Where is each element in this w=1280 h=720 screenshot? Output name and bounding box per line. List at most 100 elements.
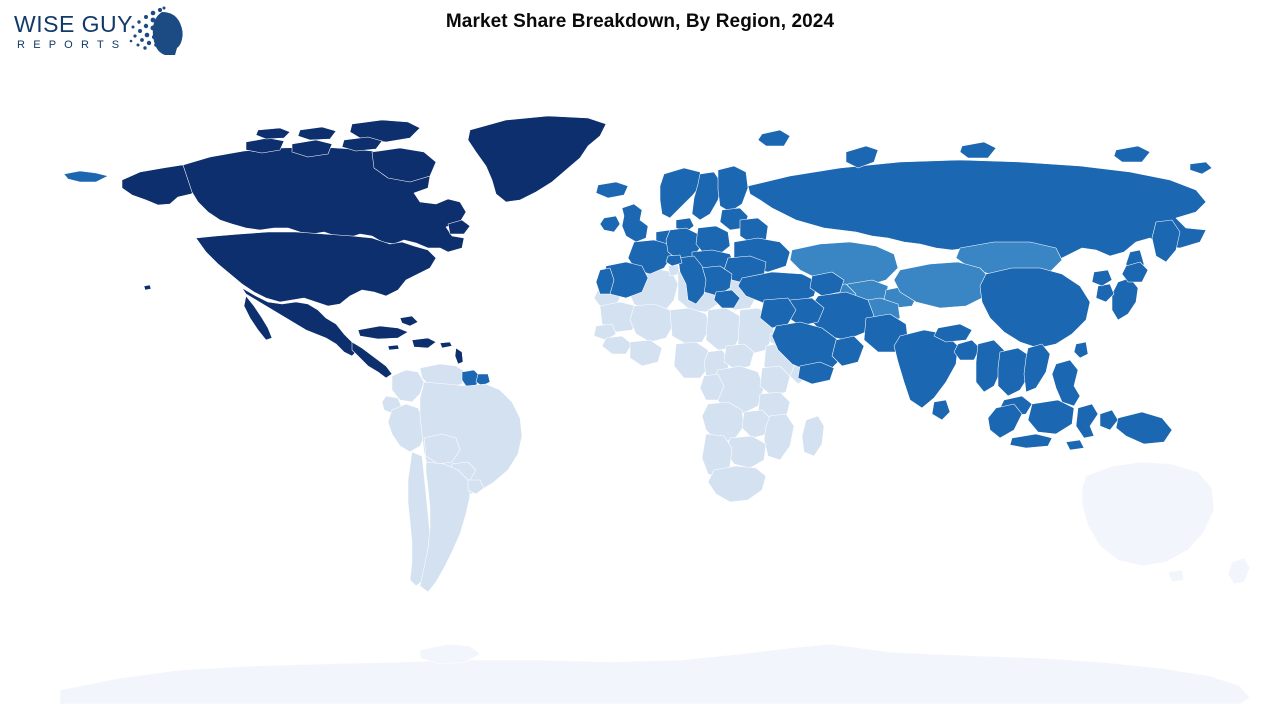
island-arctic-misc-1[interactable] (298, 127, 336, 140)
region-central-america[interactable] (352, 342, 392, 378)
country-iceland[interactable] (596, 182, 628, 198)
region-oceania[interactable] (1082, 462, 1250, 584)
country-mexico[interactable] (242, 288, 358, 356)
logo-wordmark-secondary: R E P O R T S (17, 39, 122, 51)
island-devon[interactable] (342, 137, 382, 151)
country-finland[interactable] (718, 166, 748, 212)
world-map-container[interactable] (0, 52, 1280, 720)
country-taiwan[interactable] (1074, 342, 1088, 358)
country-uganda-kenya[interactable] (760, 366, 790, 396)
country-myanmar[interactable] (976, 340, 1004, 392)
country-yemen[interactable] (798, 362, 834, 384)
island-cuba[interactable] (358, 326, 408, 339)
country-greenland[interactable] (468, 116, 606, 202)
country-zimbabwe-botswana[interactable] (726, 436, 766, 468)
peninsula-baja-california[interactable] (244, 296, 272, 340)
country-uruguay[interactable] (468, 480, 484, 494)
country-united-states[interactable] (196, 232, 436, 306)
country-peru[interactable] (388, 404, 426, 452)
country-gabon-congo[interactable] (700, 374, 724, 400)
region-europe[interactable] (596, 166, 790, 308)
country-norway[interactable] (660, 168, 702, 218)
island-puerto-rico[interactable] (440, 342, 452, 348)
wise-guy-reports-logo[interactable]: WISE GUY R E P O R T S (12, 6, 192, 56)
country-thailand-laos-cambodia[interactable] (998, 348, 1030, 396)
country-ireland[interactable] (600, 216, 620, 232)
country-bolivia[interactable] (424, 434, 460, 464)
country-nepal-bhutan[interactable] (934, 324, 972, 342)
region-north-america[interactable] (64, 116, 606, 378)
country-guinea-sierra-liberia[interactable] (602, 336, 632, 354)
island-baffin[interactable] (372, 148, 436, 182)
country-south-korea[interactable] (1096, 284, 1114, 302)
country-poland[interactable] (696, 226, 730, 254)
country-niger[interactable] (670, 308, 710, 344)
country-chad[interactable] (706, 308, 742, 350)
country-nigeria[interactable] (674, 342, 710, 378)
country-colombia[interactable] (392, 370, 424, 402)
country-portugal[interactable] (596, 268, 614, 294)
country-switzerland[interactable] (666, 255, 682, 266)
island-sulawesi[interactable] (1076, 404, 1098, 438)
country-united-kingdom[interactable] (622, 204, 648, 242)
country-madagascar[interactable] (802, 416, 824, 456)
island-new-siberian[interactable] (1114, 146, 1150, 162)
country-china[interactable] (980, 268, 1090, 348)
region-antarctica[interactable] (60, 644, 1250, 704)
region-russia-cis[interactable] (748, 130, 1212, 278)
island-borneo[interactable] (1028, 400, 1074, 434)
region-asia-pacific[interactable] (894, 262, 1172, 450)
logo-wordmark-primary: WISE GUY (14, 11, 133, 37)
peninsula-kamchatka[interactable] (1152, 220, 1180, 262)
island-ellesmere[interactable] (350, 120, 420, 142)
island-arctic-misc-2[interactable] (256, 128, 290, 139)
country-senegal-gambia[interactable] (594, 324, 616, 340)
island-wrangel[interactable] (1190, 162, 1212, 174)
island-lesser-antilles[interactable] (455, 348, 463, 364)
island-hawaii[interactable] (144, 285, 151, 290)
island-severnaya-zemlya[interactable] (960, 142, 996, 158)
island-papua-new-guinea[interactable] (1116, 412, 1172, 444)
island-tasmania[interactable] (1168, 570, 1184, 582)
country-ivory-ghana[interactable] (630, 340, 662, 366)
island-newfoundland[interactable] (448, 220, 470, 234)
peninsula-antarctic[interactable] (420, 644, 480, 664)
island-sumatra[interactable] (988, 404, 1022, 438)
country-japan-north[interactable] (1122, 262, 1148, 282)
country-italy[interactable] (678, 256, 706, 304)
country-alaska[interactable] (122, 165, 203, 205)
island-moluccas[interactable] (1100, 410, 1118, 430)
country-venezuela[interactable] (420, 364, 466, 388)
region-middle-east[interactable] (738, 272, 908, 384)
continent-antarctica[interactable] (60, 644, 1250, 704)
island-bahamas[interactable] (400, 316, 418, 326)
island-novaya-zemlya[interactable] (846, 146, 878, 168)
region-western-china[interactable] (894, 262, 992, 308)
country-central-african-republic[interactable] (724, 344, 754, 370)
island-hispaniola[interactable] (412, 338, 436, 348)
country-vietnam[interactable] (1024, 344, 1050, 392)
country-russia[interactable] (748, 160, 1206, 260)
region-south-america[interactable] (382, 364, 522, 592)
country-south-africa[interactable] (708, 466, 766, 502)
island-svalbard[interactable] (758, 130, 790, 146)
country-oman-uae[interactable] (832, 336, 864, 366)
world-choropleth-map[interactable] (0, 52, 1280, 720)
country-north-korea[interactable] (1092, 270, 1112, 286)
header-bar: WISE GUY R E P O R T S (0, 0, 1280, 60)
country-new-zealand[interactable] (1228, 558, 1250, 584)
country-mozambique[interactable] (764, 414, 794, 460)
country-georgia-armenia-azerbaijan[interactable] (810, 272, 844, 296)
country-greece[interactable] (714, 290, 740, 308)
country-japan[interactable] (1112, 278, 1138, 320)
island-java[interactable] (1010, 434, 1052, 448)
country-sri-lanka[interactable] (932, 400, 950, 420)
country-philippines[interactable] (1052, 360, 1080, 406)
country-mali[interactable] (630, 304, 674, 342)
island-jamaica[interactable] (388, 345, 399, 350)
country-aleutian-islands[interactable] (64, 171, 108, 182)
island-victoria[interactable] (292, 140, 332, 157)
country-bangladesh[interactable] (954, 340, 980, 360)
country-australia[interactable] (1082, 462, 1214, 566)
island-timor[interactable] (1066, 440, 1084, 450)
